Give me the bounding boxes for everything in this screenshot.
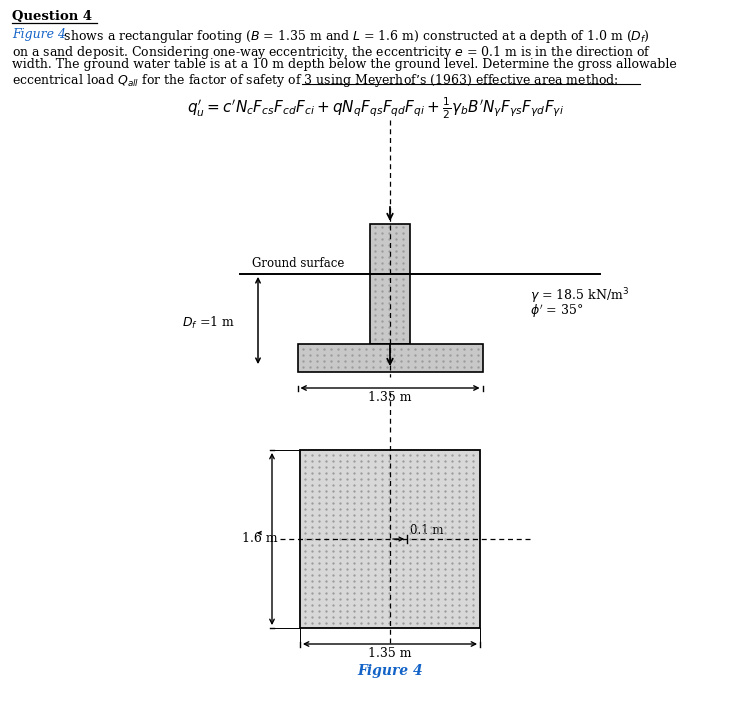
Text: Figure 4: Figure 4: [12, 28, 66, 41]
Text: eccentrical load $Q_{all}$ for the factor of safety of 3 using Meyerhof’s (1963): eccentrical load $Q_{all}$ for the facto…: [12, 72, 619, 89]
Text: $q_u' = c'N_cF_{cs}F_{cd}F_{ci} + qN_qF_{qs}F_{qd}F_{qi} + \frac{1}{2}\gamma_b B: $q_u' = c'N_cF_{cs}F_{cd}F_{ci} + qN_qF_…: [187, 95, 565, 121]
Text: $\phi'$ = 35°: $\phi'$ = 35°: [530, 302, 584, 320]
Text: Ground surface: Ground surface: [252, 257, 344, 270]
Text: 1.6 m: 1.6 m: [242, 532, 277, 546]
Bar: [370, 224, 410, 274]
Text: 1.35 m: 1.35 m: [368, 391, 412, 404]
Text: width. The ground water table is at a 10 m depth below the ground level. Determi: width. The ground water table is at a 10…: [12, 58, 677, 71]
Text: Question 4: Question 4: [12, 10, 92, 23]
Text: $D_f$ =1 m: $D_f$ =1 m: [181, 315, 235, 331]
Text: 1.35 m: 1.35 m: [368, 647, 412, 660]
Bar: [370, 274, 410, 344]
Text: Figure 4: Figure 4: [357, 664, 423, 678]
Text: 0.1 m: 0.1 m: [410, 524, 444, 537]
Text: on a sand deposit. Considering one-way eccentricity, the eccentricity $e$ = 0.1 : on a sand deposit. Considering one-way e…: [12, 44, 651, 61]
Bar: [298, 344, 483, 372]
Bar: [300, 450, 480, 628]
Text: $\gamma$ = 18.5 kN/m$^3$: $\gamma$ = 18.5 kN/m$^3$: [530, 286, 629, 306]
Text: shows a rectangular footing ($B$ = 1.35 m and $L$ = 1.6 m) constructed at a dept: shows a rectangular footing ($B$ = 1.35 …: [60, 28, 650, 45]
